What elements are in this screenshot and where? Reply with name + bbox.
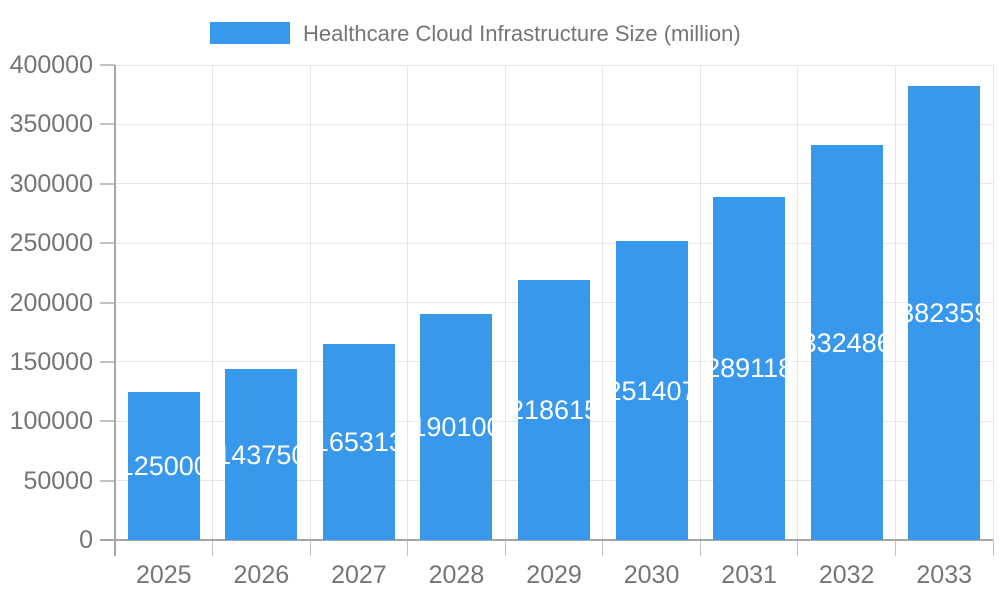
x-axis-tick (407, 540, 409, 556)
y-gridline (115, 183, 993, 185)
bar-2028[interactable] (420, 314, 493, 540)
bar-value-label: 218615 (508, 395, 600, 426)
y-gridline (115, 64, 993, 66)
x-gridline (407, 65, 409, 540)
y-axis-tick (100, 242, 115, 245)
x-axis-tick-label: 2026 (233, 561, 290, 589)
legend-label[interactable]: Healthcare Cloud Infrastructure Size (mi… (303, 21, 741, 46)
bar-value-label: 289118 (705, 353, 794, 384)
x-gridline (212, 65, 214, 540)
x-axis-tick-label: 2032 (818, 561, 875, 589)
x-axis-tick (992, 540, 994, 556)
y-axis-tick (100, 301, 115, 304)
bar-2032[interactable] (810, 145, 883, 540)
x-axis-tick-label: 2029 (526, 561, 582, 589)
x-axis-line (100, 539, 993, 541)
bar-2029[interactable] (518, 280, 590, 540)
chart-legend: Healthcare Cloud Infrastructure Size (mi… (0, 0, 1000, 60)
x-axis-tick-label: 2031 (721, 561, 777, 589)
bar-value-label: 332486 (801, 327, 892, 358)
bar-2027[interactable] (322, 343, 395, 540)
bar-value-label: 190100 (411, 412, 502, 443)
y-axis-tick-label: 200000 (9, 288, 93, 317)
y-gridline (115, 123, 993, 125)
y-axis-tick-label: 400000 (9, 51, 93, 79)
y-axis-tick (100, 360, 115, 363)
bar-2030[interactable] (615, 241, 688, 540)
x-gridline (309, 65, 311, 540)
y-axis-tick (100, 479, 115, 482)
y-axis-tick-label: 0 (79, 526, 93, 554)
x-axis-tick (212, 540, 214, 556)
legend-swatch[interactable] (210, 22, 290, 44)
x-axis-tick (602, 540, 604, 556)
bar-2033[interactable] (908, 85, 981, 540)
bar-2031[interactable] (713, 196, 786, 540)
x-gridline (992, 65, 994, 540)
bar-2025[interactable] (127, 391, 200, 540)
y-axis-tick-label: 150000 (9, 347, 93, 376)
x-gridline (699, 65, 701, 540)
y-gridline (115, 242, 993, 244)
y-axis-tick (100, 64, 115, 66)
y-axis-tick (100, 123, 115, 126)
x-axis-tick (504, 540, 506, 556)
y-axis-tick-label: 350000 (9, 110, 93, 139)
x-axis-tick (797, 540, 799, 556)
x-axis-tick (309, 540, 311, 556)
x-axis-tick-label: 2025 (135, 561, 192, 589)
x-gridline (797, 65, 799, 540)
x-axis-tick (699, 540, 701, 556)
bar-value-label: 143750 (216, 439, 307, 470)
x-axis-tick-label: 2027 (331, 561, 387, 589)
x-gridline (504, 65, 506, 540)
x-axis-tick-label: 2028 (428, 561, 485, 589)
y-axis-tick-label: 50000 (23, 466, 93, 495)
bar-2026[interactable] (225, 369, 298, 540)
y-axis-tick-label: 250000 (9, 229, 93, 258)
y-axis-line (114, 65, 116, 556)
bar-value-label: 125000 (118, 450, 209, 481)
y-axis-tick (100, 182, 115, 185)
y-axis-tick-label: 100000 (9, 407, 93, 436)
x-gridline (894, 65, 896, 540)
y-axis-tick-label: 300000 (9, 169, 93, 198)
bar-value-label: 382359 (899, 297, 990, 328)
x-gridline (602, 65, 604, 540)
y-axis-tick (100, 420, 115, 423)
bar-value-label: 251407 (606, 375, 697, 406)
x-axis-tick (894, 540, 896, 556)
x-axis-tick-label: 2030 (623, 561, 680, 589)
x-axis-tick-label: 2033 (916, 561, 973, 589)
bar-value-label: 165313 (313, 426, 404, 457)
